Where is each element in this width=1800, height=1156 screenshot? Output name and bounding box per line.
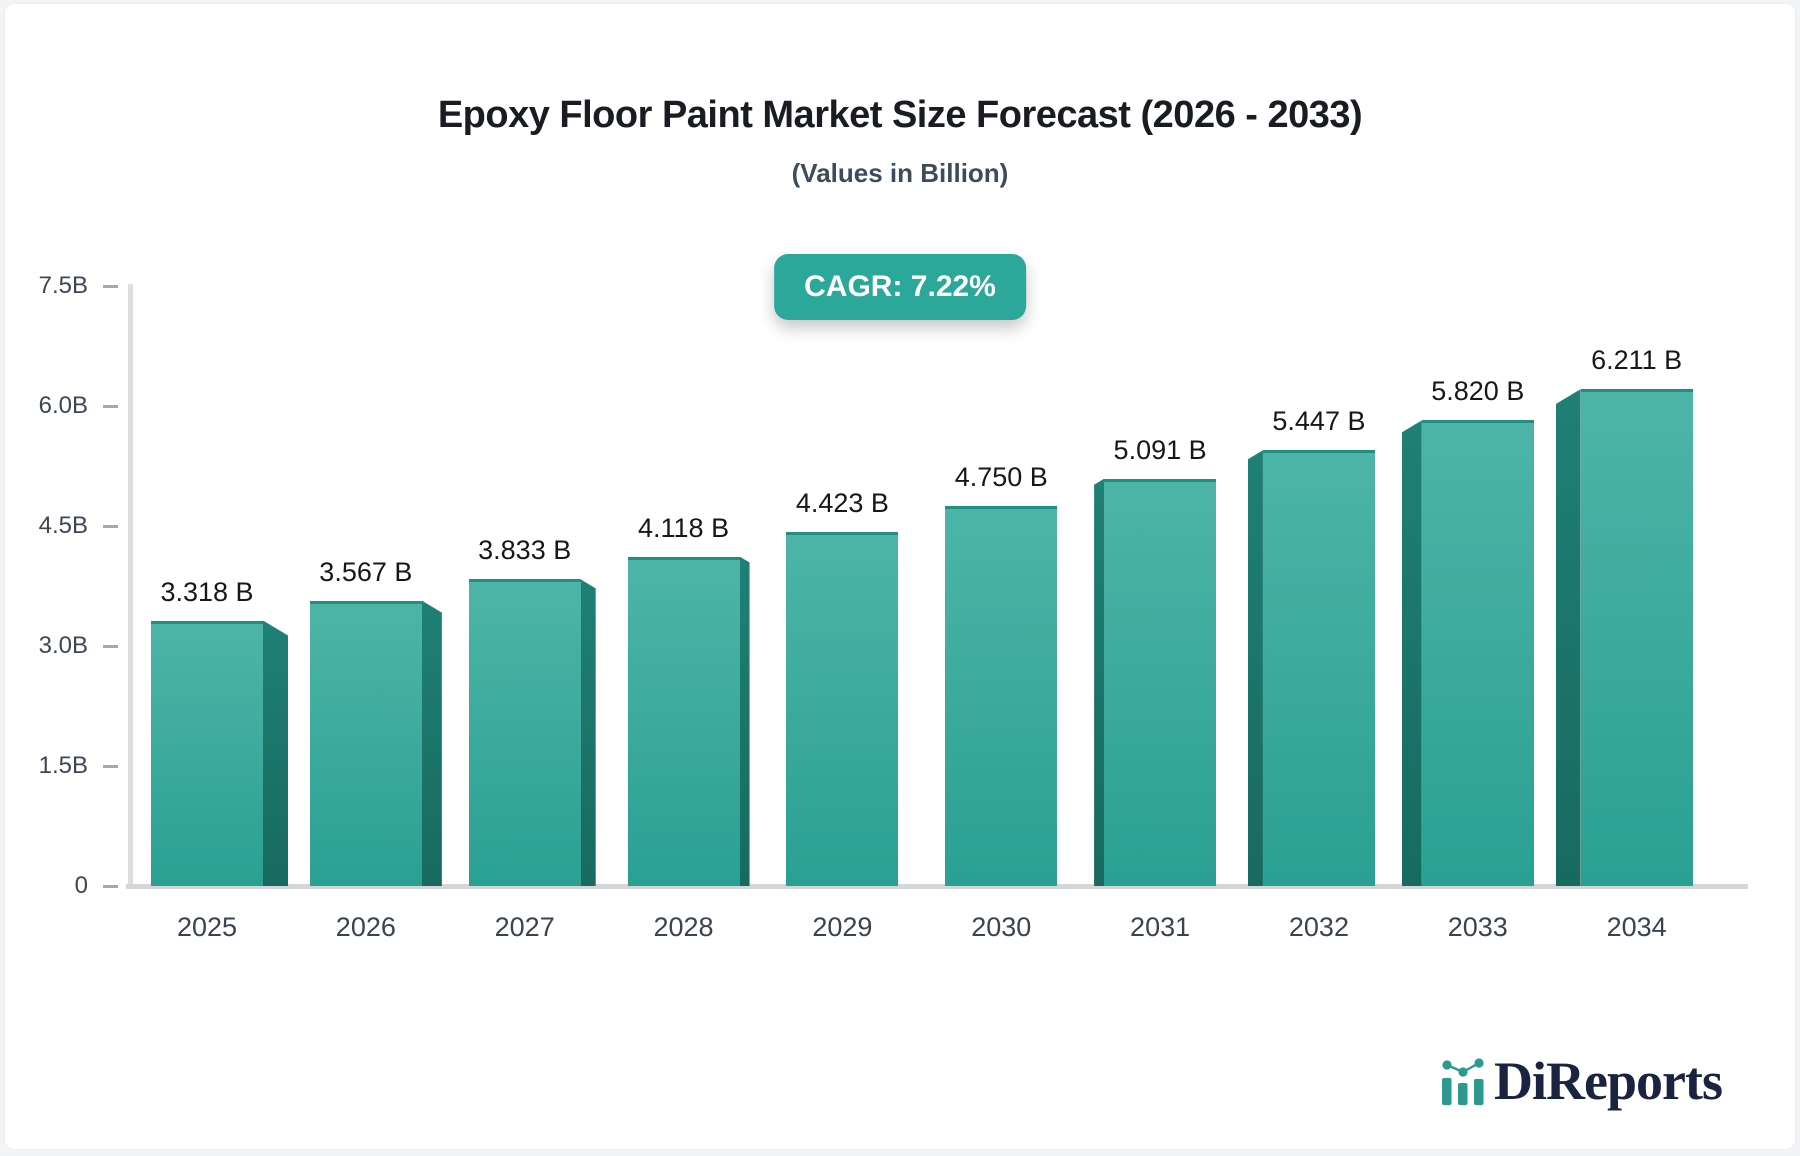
bar-3d-side — [1094, 478, 1105, 886]
logo-brand-text: DiReports — [1494, 1051, 1723, 1111]
bar-value-label: 4.750 B — [954, 462, 1048, 492]
bar-3d-side — [263, 620, 288, 886]
bar-2032 — [1262, 450, 1375, 886]
y-tick-mark — [103, 404, 118, 408]
y-tick-label: 1.5B — [38, 752, 88, 779]
y-tick-mark — [103, 884, 118, 888]
x-axis-label: 2028 — [653, 912, 714, 942]
bar-2031 — [1104, 478, 1217, 886]
bar-value-label: 3.567 B — [319, 556, 413, 587]
x-axis-label: 2033 — [1447, 912, 1508, 942]
bar-3d-side — [421, 600, 442, 886]
bar-3d-side — [1555, 389, 1581, 886]
bar-value-label: 4.118 B — [638, 512, 730, 543]
bar-2030 — [945, 506, 1058, 886]
y-tick-mark — [103, 644, 118, 648]
chart-subtitle: (Values in Billion) — [791, 158, 1009, 188]
chart-title: Epoxy Floor Paint Market Size Forecast (… — [437, 94, 1363, 136]
bar-3d-side — [1401, 420, 1422, 886]
y-tick-label: 6.0B — [38, 392, 88, 419]
bar-3d-side — [580, 579, 596, 886]
bar-value-label: 3.318 B — [160, 576, 254, 607]
direports-logo: DiReports — [1440, 1051, 1723, 1111]
bar-2028 — [627, 556, 740, 886]
y-tick-mark — [103, 284, 118, 288]
x-axis-label: 2030 — [971, 912, 1032, 942]
x-axis-label: 2027 — [494, 912, 555, 942]
bar-3d-side — [739, 556, 750, 886]
bar-2034 — [1580, 389, 1693, 886]
x-axis-label: 2034 — [1606, 912, 1667, 942]
bar-2026 — [309, 600, 422, 886]
bar-line-chart-icon — [1442, 1058, 1484, 1105]
bar-3d-side — [1247, 450, 1263, 886]
bar-value-label: 3.833 B — [478, 535, 572, 566]
bar-value-label: 5.447 B — [1272, 406, 1366, 437]
x-axis-label: 2032 — [1288, 912, 1349, 942]
y-tick-label: 7.5B — [38, 272, 88, 299]
x-axis-label: 2031 — [1130, 912, 1191, 942]
y-axis-line — [128, 284, 133, 889]
x-axis-label: 2029 — [812, 912, 873, 942]
bar-value-label: 5.091 B — [1113, 434, 1207, 465]
bar-2027 — [468, 579, 581, 886]
bar-value-label: 6.211 B — [1591, 345, 1683, 376]
cagr-badge: CAGR: 7.22% — [774, 254, 1026, 320]
y-tick-mark — [103, 524, 118, 528]
x-axis-label: 2026 — [335, 912, 396, 942]
bar-2033 — [1421, 420, 1534, 886]
bar-2025 — [151, 620, 263, 886]
bar-2029 — [786, 532, 899, 886]
x-axis-baseline — [126, 884, 1748, 889]
bar-value-label: 4.423 B — [795, 488, 889, 519]
y-tick-label: 0 — [74, 872, 88, 899]
x-axis-label: 2025 — [176, 912, 238, 942]
y-tick-label: 4.5B — [38, 512, 88, 539]
y-tick-label: 3.0B — [38, 632, 88, 659]
bar-value-label: 5.820 B — [1431, 376, 1525, 407]
y-tick-mark — [103, 764, 118, 768]
